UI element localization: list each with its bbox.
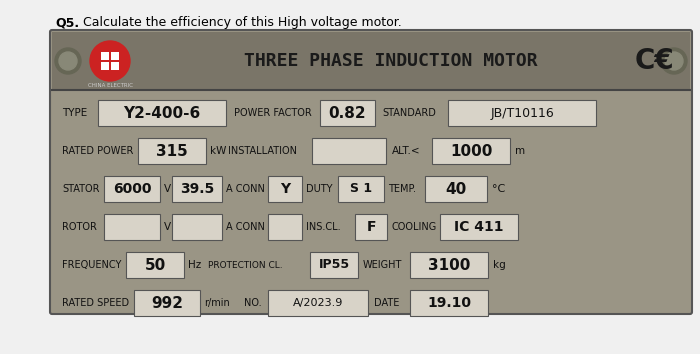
Text: 0.82: 0.82 bbox=[329, 105, 366, 120]
Text: WEIGHT: WEIGHT bbox=[363, 260, 402, 270]
Text: 315: 315 bbox=[156, 143, 188, 159]
Text: 19.10: 19.10 bbox=[427, 296, 471, 310]
Text: m: m bbox=[515, 146, 525, 156]
Bar bbox=[312, 138, 386, 164]
Circle shape bbox=[55, 48, 81, 74]
Text: 39.5: 39.5 bbox=[180, 182, 214, 196]
Text: INS.CL.: INS.CL. bbox=[306, 222, 341, 232]
Text: A/2023.9: A/2023.9 bbox=[293, 298, 343, 308]
Text: kg: kg bbox=[493, 260, 505, 270]
Text: NO.: NO. bbox=[244, 298, 262, 308]
Bar bbox=[338, 176, 384, 202]
Text: ALT.<: ALT.< bbox=[392, 146, 421, 156]
Bar bbox=[355, 214, 387, 240]
Text: Q5.: Q5. bbox=[55, 16, 79, 29]
Bar bbox=[432, 138, 510, 164]
Text: r/min: r/min bbox=[204, 298, 230, 308]
FancyBboxPatch shape bbox=[50, 30, 692, 314]
Text: C€: C€ bbox=[635, 47, 675, 75]
Bar bbox=[440, 214, 518, 240]
Text: 3100: 3100 bbox=[428, 257, 470, 273]
Text: TYPE: TYPE bbox=[62, 108, 88, 118]
Text: kW: kW bbox=[210, 146, 226, 156]
Text: 1000: 1000 bbox=[450, 143, 492, 159]
Text: FREQUENCY: FREQUENCY bbox=[62, 260, 121, 270]
Text: V: V bbox=[164, 184, 171, 194]
Circle shape bbox=[661, 48, 687, 74]
Text: JB/T10116: JB/T10116 bbox=[490, 107, 554, 120]
Bar bbox=[268, 290, 368, 316]
Bar bbox=[101, 62, 109, 70]
Circle shape bbox=[59, 52, 77, 70]
Text: Hz: Hz bbox=[188, 260, 202, 270]
Circle shape bbox=[665, 52, 683, 70]
Text: COOLING: COOLING bbox=[392, 222, 438, 232]
Text: RATED POWER: RATED POWER bbox=[62, 146, 134, 156]
Text: IP55: IP55 bbox=[318, 258, 349, 272]
Text: CHINA ELECTRIC: CHINA ELECTRIC bbox=[88, 83, 132, 88]
Bar bbox=[172, 214, 222, 240]
Text: 50: 50 bbox=[144, 257, 166, 273]
Text: THREE PHASE INDUCTION MOTOR: THREE PHASE INDUCTION MOTOR bbox=[244, 52, 538, 70]
Text: IC 411: IC 411 bbox=[454, 220, 504, 234]
Bar bbox=[111, 62, 119, 70]
Bar bbox=[425, 176, 487, 202]
Text: ROTOR: ROTOR bbox=[62, 222, 97, 232]
Bar bbox=[104, 214, 160, 240]
Text: INSTALLATION: INSTALLATION bbox=[228, 146, 297, 156]
Bar bbox=[111, 52, 119, 60]
Bar bbox=[310, 252, 358, 278]
Bar bbox=[104, 176, 160, 202]
Text: DUTY: DUTY bbox=[306, 184, 332, 194]
Text: Y2-400-6: Y2-400-6 bbox=[123, 105, 201, 120]
Text: 6000: 6000 bbox=[113, 182, 151, 196]
Text: S 1: S 1 bbox=[350, 183, 372, 195]
Text: V: V bbox=[164, 222, 171, 232]
Bar bbox=[448, 100, 596, 126]
Text: Calculate the efficiency of this High voltage motor.: Calculate the efficiency of this High vo… bbox=[79, 16, 402, 29]
Circle shape bbox=[90, 41, 130, 81]
Text: 992: 992 bbox=[151, 296, 183, 310]
Text: TEMP.: TEMP. bbox=[388, 184, 416, 194]
Text: STANDARD: STANDARD bbox=[382, 108, 436, 118]
Bar bbox=[410, 252, 488, 278]
Text: A CONN: A CONN bbox=[226, 184, 265, 194]
Text: DATE: DATE bbox=[374, 298, 400, 308]
Text: PROTECTION CL.: PROTECTION CL. bbox=[208, 261, 283, 269]
Text: STATOR: STATOR bbox=[62, 184, 99, 194]
Text: RATED SPEED: RATED SPEED bbox=[62, 298, 129, 308]
Text: POWER FACTOR: POWER FACTOR bbox=[234, 108, 312, 118]
Bar bbox=[410, 290, 488, 316]
Bar bbox=[320, 100, 375, 126]
Bar bbox=[126, 252, 184, 278]
Bar bbox=[101, 52, 109, 60]
Bar bbox=[172, 176, 222, 202]
Bar bbox=[268, 214, 302, 240]
Text: F: F bbox=[366, 220, 376, 234]
Bar bbox=[52, 32, 690, 90]
Text: °C: °C bbox=[492, 184, 505, 194]
Bar bbox=[98, 100, 226, 126]
Text: 40: 40 bbox=[445, 182, 467, 196]
Bar bbox=[268, 176, 302, 202]
Bar bbox=[134, 290, 200, 316]
Text: A CONN: A CONN bbox=[226, 222, 265, 232]
Bar bbox=[138, 138, 206, 164]
Text: Y: Y bbox=[280, 182, 290, 196]
